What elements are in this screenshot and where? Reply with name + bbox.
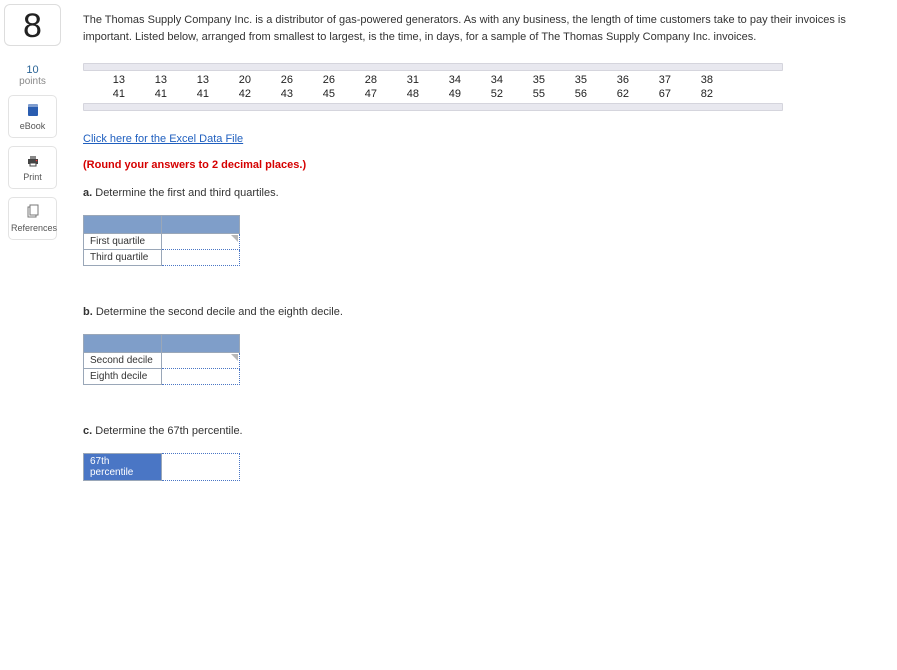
- table-row: Third quartile: [84, 250, 240, 266]
- print-button[interactable]: Print: [8, 146, 57, 189]
- answer-table-b: Second decile Eighth decile: [83, 334, 240, 385]
- p67-input[interactable]: [162, 454, 240, 481]
- ebook-label: eBook: [20, 121, 46, 131]
- q3-input[interactable]: [162, 250, 240, 266]
- points-value: 10: [0, 64, 65, 76]
- q1-label: First quartile: [84, 234, 162, 250]
- points: 10 points: [0, 64, 65, 87]
- question-number-box: 8: [4, 4, 61, 46]
- part-a: a. Determine the first and third quartil…: [83, 187, 879, 199]
- table-row: 67th percentile: [84, 454, 240, 481]
- book-icon: [25, 102, 41, 118]
- dropdown-icon: [231, 235, 238, 242]
- dropdown-icon: [231, 354, 238, 361]
- q3-label: Third quartile: [84, 250, 162, 266]
- data-row-1: 131313202626283134343535363738: [83, 73, 783, 87]
- ebook-button[interactable]: eBook: [8, 95, 57, 138]
- answer-table-a: First quartile Third quartile: [83, 215, 240, 266]
- table-row: Eighth decile: [84, 369, 240, 385]
- part-b: b. Determine the second decile and the e…: [83, 306, 879, 318]
- d8-input[interactable]: [162, 369, 240, 385]
- question-stem: The Thomas Supply Company Inc. is a dist…: [83, 12, 863, 45]
- d2-label: Second decile: [84, 353, 162, 369]
- data-row-2: 414141424345474849525556626782: [83, 87, 783, 101]
- data-bar-bottom: [83, 103, 783, 111]
- references-button[interactable]: References: [8, 197, 57, 240]
- d8-label: Eighth decile: [84, 369, 162, 385]
- print-label: Print: [23, 172, 42, 182]
- table-row: First quartile: [84, 234, 240, 250]
- answer-table-c: 67th percentile: [83, 453, 240, 481]
- main-content: The Thomas Supply Company Inc. is a dist…: [65, 0, 897, 511]
- references-label: References: [11, 223, 57, 233]
- rounding-instruction: (Round your answers to 2 decimal places.…: [83, 159, 879, 171]
- q1-input[interactable]: [162, 234, 240, 250]
- data-bar-top: [83, 63, 783, 71]
- question-number: 8: [5, 9, 60, 43]
- excel-data-link[interactable]: Click here for the Excel Data File: [83, 133, 243, 145]
- sidebar: 8 10 points eBook Print References: [0, 0, 65, 511]
- data-table: 131313202626283134343535363738 414141424…: [83, 63, 783, 111]
- points-label: points: [0, 76, 65, 87]
- printer-icon: [25, 153, 41, 169]
- d2-input[interactable]: [162, 353, 240, 369]
- copy-icon: [25, 204, 41, 220]
- p67-label: 67th percentile: [84, 454, 162, 481]
- table-row: Second decile: [84, 353, 240, 369]
- part-c: c. Determine the 67th percentile.: [83, 425, 879, 437]
